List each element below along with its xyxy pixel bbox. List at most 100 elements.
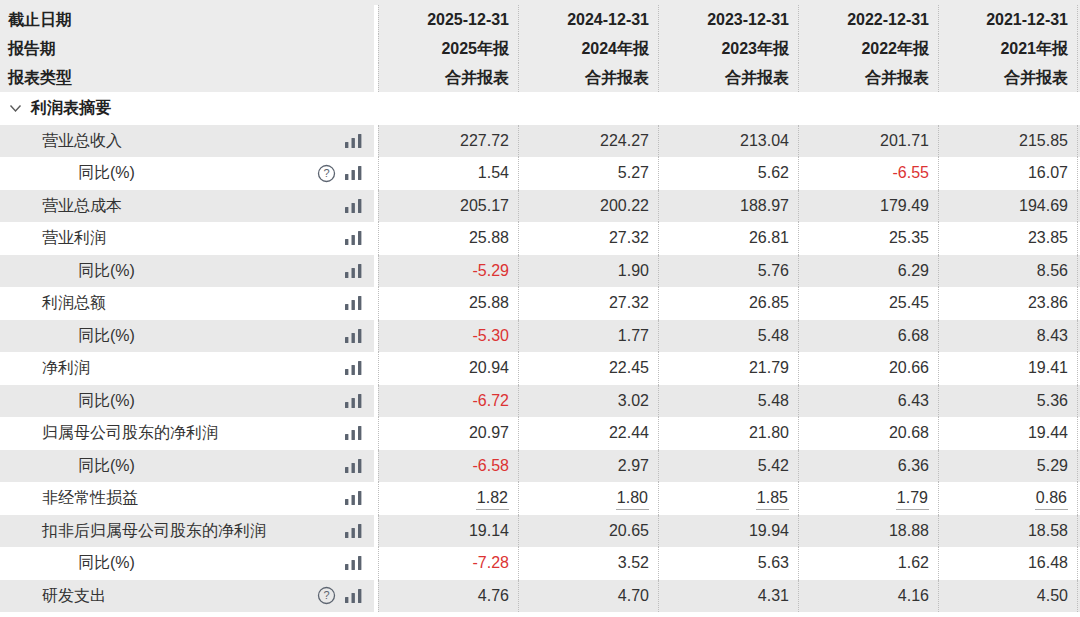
table-row: 扣非后归属母公司股东的净利润 19.1420.6519.9418.8818.58 (0, 515, 1080, 548)
value: 6.43 (898, 392, 929, 409)
value-cell: 25.88 (378, 287, 518, 320)
value-cell: 26.81 (658, 222, 798, 255)
value[interactable]: 1.79 (896, 489, 929, 510)
value-cell: -5.30 (378, 320, 518, 353)
value: 27.32 (609, 294, 649, 311)
value: -6.55 (893, 164, 929, 181)
value: 179.49 (880, 197, 929, 214)
row-label: 归属母公司股东的净利润 (8, 417, 218, 450)
help-circle-icon[interactable]: ? (317, 586, 336, 605)
value[interactable]: 1.85 (756, 489, 789, 510)
row-label: 同比(%) (8, 547, 135, 580)
value-cell: 0.86 (938, 482, 1078, 515)
svg-text:?: ? (323, 590, 329, 602)
value: 25.88 (469, 294, 509, 311)
value-cell: 227.72 (378, 125, 518, 158)
value-cell: -6.55 (798, 157, 938, 190)
section-title: 利润表摘要 (31, 98, 111, 119)
row-label-cell: 营业总收入 (0, 125, 378, 158)
bar-chart-icon[interactable] (344, 490, 363, 506)
section-row-income-statement[interactable]: 利润表摘要 (0, 92, 1080, 125)
value-cell: 25.88 (378, 222, 518, 255)
value-cell: 201.71 (798, 125, 938, 158)
value: 20.94 (469, 359, 509, 376)
bar-chart-icon[interactable] (344, 295, 363, 311)
row-icons (344, 555, 363, 571)
value-cell: 194.69 (938, 190, 1078, 223)
chevron-down-icon[interactable] (8, 101, 23, 116)
table-row: 非经常性损益 1.82 1.80 1.85 1.79 0.86 (0, 482, 1080, 515)
bar-chart-icon[interactable] (344, 360, 363, 376)
bar-chart-icon[interactable] (344, 393, 363, 409)
bar-chart-icon[interactable] (344, 555, 363, 571)
header-cell-period: 2024年报 (518, 34, 658, 63)
value: 5.48 (758, 392, 789, 409)
bar-chart-icon[interactable] (344, 263, 363, 279)
value: 8.43 (1037, 327, 1068, 344)
value: 19.44 (1028, 424, 1068, 441)
value: 16.48 (1028, 554, 1068, 571)
value-cell: 5.62 (658, 157, 798, 190)
value-cell: 18.88 (798, 515, 938, 548)
help-circle-icon[interactable]: ? (317, 164, 336, 183)
value: 1.90 (618, 262, 649, 279)
bar-chart-icon[interactable] (344, 588, 363, 604)
row-icons (344, 360, 363, 376)
row-label-cell: 净利润 (0, 352, 378, 385)
table-row: 同比(%) ? 1.545.275.62-6.5516.07 (0, 157, 1080, 190)
bar-chart-icon[interactable] (344, 230, 363, 246)
bar-chart-icon[interactable] (344, 133, 363, 149)
value: 3.52 (618, 554, 649, 571)
value[interactable]: 1.82 (476, 489, 509, 510)
value[interactable]: 0.86 (1035, 489, 1068, 510)
value-cell: 20.65 (518, 515, 658, 548)
bar-chart-icon[interactable] (344, 198, 363, 214)
bar-chart-icon[interactable] (344, 165, 363, 181)
header-row-report_type: 报表类型合并报表合并报表合并报表合并报表合并报表 (0, 63, 1080, 92)
header-label: 报告期 (0, 34, 378, 63)
header-cell-report_type: 合并报表 (518, 63, 658, 92)
value: 16.07 (1028, 164, 1068, 181)
value: 194.69 (1019, 197, 1068, 214)
value: 18.88 (889, 522, 929, 539)
value: 23.86 (1028, 294, 1068, 311)
value: 22.45 (609, 359, 649, 376)
value: 5.62 (758, 164, 789, 181)
value: 6.29 (898, 262, 929, 279)
row-label: 同比(%) (8, 320, 135, 353)
value: 21.80 (749, 424, 789, 441)
financial-table: 截止日期2025-12-312024-12-312023-12-312022-1… (0, 0, 1080, 612)
value-cell: 5.29 (938, 450, 1078, 483)
header-cell-period: 2021年报 (938, 34, 1078, 63)
value: 4.31 (758, 587, 789, 604)
row-label: 净利润 (8, 352, 90, 385)
value-cell: 20.97 (378, 417, 518, 450)
bar-chart-icon[interactable] (344, 425, 363, 441)
value-cell: 1.77 (518, 320, 658, 353)
table-row: 营业总成本 205.17200.22188.97179.49194.69 (0, 190, 1080, 223)
value-cell: 1.80 (518, 482, 658, 515)
row-label: 同比(%) (8, 157, 135, 190)
value-cell: -6.58 (378, 450, 518, 483)
header-cell-date: 2022-12-31 (798, 5, 938, 34)
row-label-cell: 扣非后归属母公司股东的净利润 (0, 515, 378, 548)
value: 5.42 (758, 457, 789, 474)
value-cell: 21.80 (658, 417, 798, 450)
bar-chart-icon[interactable] (344, 328, 363, 344)
row-label: 非经常性损益 (8, 482, 138, 515)
row-label: 同比(%) (8, 385, 135, 418)
value: 3.02 (618, 392, 649, 409)
table-row: 同比(%) -7.283.525.631.6216.48 (0, 547, 1080, 580)
bar-chart-icon[interactable] (344, 523, 363, 539)
value: 4.76 (478, 587, 509, 604)
row-label-cell: 同比(%) (0, 255, 378, 288)
value-cell: 6.43 (798, 385, 938, 418)
value: 6.68 (898, 327, 929, 344)
value-cell: 8.56 (938, 255, 1078, 288)
row-label: 研发支出 (8, 580, 106, 613)
value[interactable]: 1.80 (616, 489, 649, 510)
header-cell-period: 2022年报 (798, 34, 938, 63)
value-cell: 3.52 (518, 547, 658, 580)
value-cell: 1.79 (798, 482, 938, 515)
bar-chart-icon[interactable] (344, 458, 363, 474)
